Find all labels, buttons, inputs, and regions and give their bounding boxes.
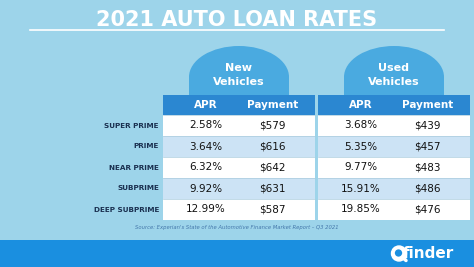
- Text: 19.85%: 19.85%: [341, 205, 381, 214]
- Circle shape: [394, 249, 403, 257]
- Text: 9.92%: 9.92%: [189, 183, 222, 194]
- Text: 3.64%: 3.64%: [189, 142, 222, 151]
- Text: PRIME: PRIME: [134, 143, 159, 150]
- Text: SUBPRIME: SUBPRIME: [117, 186, 159, 191]
- Text: $631: $631: [259, 183, 286, 194]
- FancyBboxPatch shape: [189, 77, 289, 110]
- Text: $457: $457: [414, 142, 441, 151]
- FancyBboxPatch shape: [318, 115, 470, 220]
- Text: 9.77%: 9.77%: [344, 163, 377, 172]
- FancyBboxPatch shape: [0, 240, 474, 267]
- FancyBboxPatch shape: [318, 136, 470, 157]
- FancyBboxPatch shape: [163, 157, 315, 178]
- Text: Used
Vehicles: Used Vehicles: [368, 63, 420, 87]
- FancyBboxPatch shape: [318, 199, 470, 220]
- Text: $476: $476: [414, 205, 441, 214]
- Text: 2.58%: 2.58%: [189, 120, 222, 131]
- Circle shape: [392, 246, 407, 261]
- FancyBboxPatch shape: [163, 178, 315, 199]
- FancyBboxPatch shape: [318, 115, 470, 136]
- Text: 2021 AUTO LOAN RATES: 2021 AUTO LOAN RATES: [96, 10, 378, 30]
- Text: Payment: Payment: [247, 100, 298, 110]
- Text: Payment: Payment: [402, 100, 453, 110]
- FancyBboxPatch shape: [318, 95, 470, 115]
- FancyBboxPatch shape: [163, 115, 315, 136]
- Text: New
Vehicles: New Vehicles: [213, 63, 265, 87]
- Text: $587: $587: [259, 205, 286, 214]
- Text: 3.68%: 3.68%: [344, 120, 377, 131]
- Text: NEAR PRIME: NEAR PRIME: [109, 164, 159, 171]
- FancyBboxPatch shape: [344, 77, 444, 110]
- Text: APR: APR: [349, 100, 373, 110]
- Text: 6.32%: 6.32%: [189, 163, 222, 172]
- Text: $486: $486: [414, 183, 441, 194]
- FancyBboxPatch shape: [318, 178, 470, 199]
- Ellipse shape: [344, 46, 444, 108]
- Text: $483: $483: [414, 163, 441, 172]
- FancyBboxPatch shape: [163, 115, 315, 220]
- FancyBboxPatch shape: [163, 95, 315, 115]
- Text: $579: $579: [259, 120, 286, 131]
- FancyBboxPatch shape: [318, 157, 470, 178]
- Text: finder: finder: [402, 246, 454, 261]
- FancyBboxPatch shape: [163, 136, 315, 157]
- Text: APR: APR: [194, 100, 218, 110]
- Text: Source: Experian's State of the Automotive Finance Market Report – Q3 2021: Source: Experian's State of the Automoti…: [135, 226, 339, 230]
- Text: 15.91%: 15.91%: [341, 183, 381, 194]
- FancyBboxPatch shape: [163, 199, 315, 220]
- Text: $616: $616: [259, 142, 286, 151]
- Text: 5.35%: 5.35%: [344, 142, 377, 151]
- Ellipse shape: [189, 46, 289, 108]
- Text: SUPER PRIME: SUPER PRIME: [104, 123, 159, 128]
- Text: $642: $642: [259, 163, 286, 172]
- Text: $439: $439: [414, 120, 441, 131]
- Text: 12.99%: 12.99%: [186, 205, 226, 214]
- Text: DEEP SUBPRIME: DEEP SUBPRIME: [94, 206, 159, 213]
